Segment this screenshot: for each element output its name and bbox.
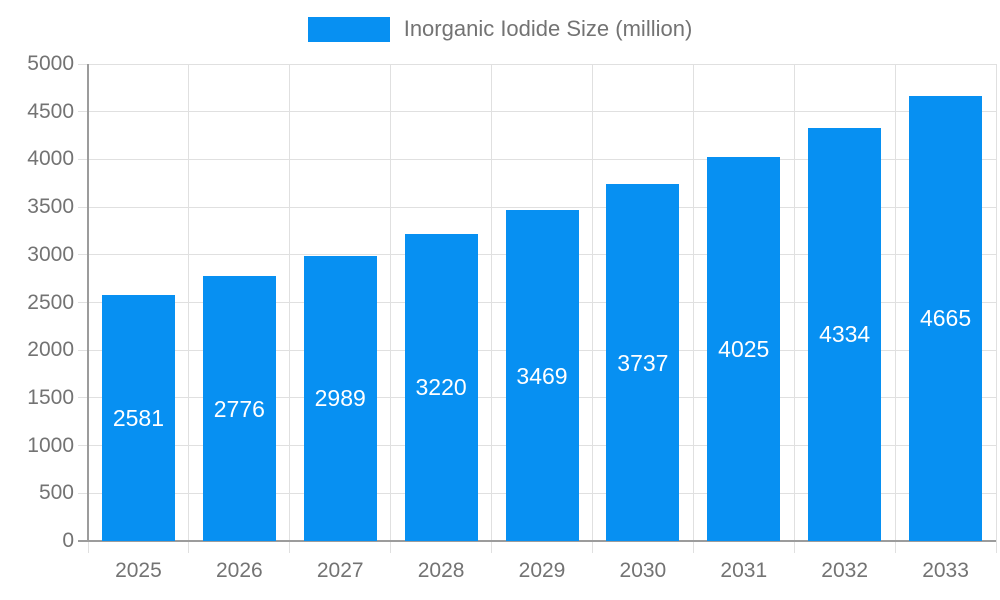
- x-axis-label: 2027: [316, 559, 364, 582]
- y-axis-label: 0: [62, 529, 74, 552]
- bar-value-label: 2776: [213, 395, 265, 422]
- bar-value-label: 3737: [617, 349, 669, 376]
- y-axis-label: 2500: [27, 290, 74, 314]
- x-axis-label: 2028: [417, 559, 465, 582]
- y-axis-label: 4000: [27, 147, 74, 171]
- x-gridline: [793, 64, 795, 553]
- legend-swatch: [307, 16, 390, 42]
- y-gridline: [78, 63, 996, 65]
- x-axis-label: 2025: [115, 559, 162, 582]
- y-axis-label: 4500: [27, 99, 74, 123]
- bar: [404, 233, 478, 541]
- y-axis-label: 1500: [27, 385, 74, 409]
- x-gridline: [894, 64, 896, 553]
- x-axis-label: 2029: [518, 559, 566, 582]
- x-axis-line: [78, 540, 996, 542]
- legend-label: Inorganic Iodide Size (million): [403, 16, 693, 41]
- bar: [101, 294, 175, 541]
- x-axis-label: 2033: [922, 559, 969, 582]
- x-axis-label: 2032: [821, 559, 869, 582]
- bar-value-label: 3469: [516, 362, 568, 389]
- bar-value-label: 2581: [112, 404, 165, 431]
- bar-value-label: 2989: [314, 385, 366, 412]
- x-gridline: [692, 64, 694, 553]
- y-axis-label: 2000: [27, 338, 74, 362]
- y-axis-label: 3500: [27, 195, 74, 219]
- y-axis-label: 5000: [27, 52, 74, 75]
- x-gridline: [188, 64, 190, 553]
- y-axis-label: 3000: [27, 242, 74, 266]
- chart-legend[interactable]: Inorganic Iodide Size (million): [0, 16, 1000, 42]
- y-gridline: [78, 206, 996, 208]
- x-gridline: [289, 64, 291, 553]
- bar-value-label: 4025: [718, 336, 770, 362]
- y-axis-label: 500: [38, 481, 74, 505]
- y-gridline: [78, 158, 996, 160]
- x-gridline: [390, 64, 392, 553]
- bar: [606, 184, 680, 541]
- x-gridline: [995, 64, 997, 553]
- y-axis-label: 1000: [27, 433, 74, 457]
- bar: [808, 127, 882, 541]
- bar: [909, 95, 983, 541]
- y-gridline: [78, 111, 996, 113]
- bar-value-label: 4665: [919, 305, 972, 332]
- bar-value-label: 4334: [819, 321, 871, 348]
- y-axis-line: [87, 64, 89, 541]
- bar: [303, 255, 377, 541]
- bar: [505, 210, 579, 541]
- x-axis-label: 2031: [720, 559, 768, 582]
- bar: [707, 157, 781, 541]
- x-gridline: [491, 64, 493, 553]
- bar-value-label: 3220: [415, 374, 467, 401]
- x-axis-label: 2026: [215, 559, 263, 582]
- x-axis-label: 2030: [619, 559, 667, 582]
- bar: [202, 276, 276, 541]
- x-gridline: [591, 64, 593, 553]
